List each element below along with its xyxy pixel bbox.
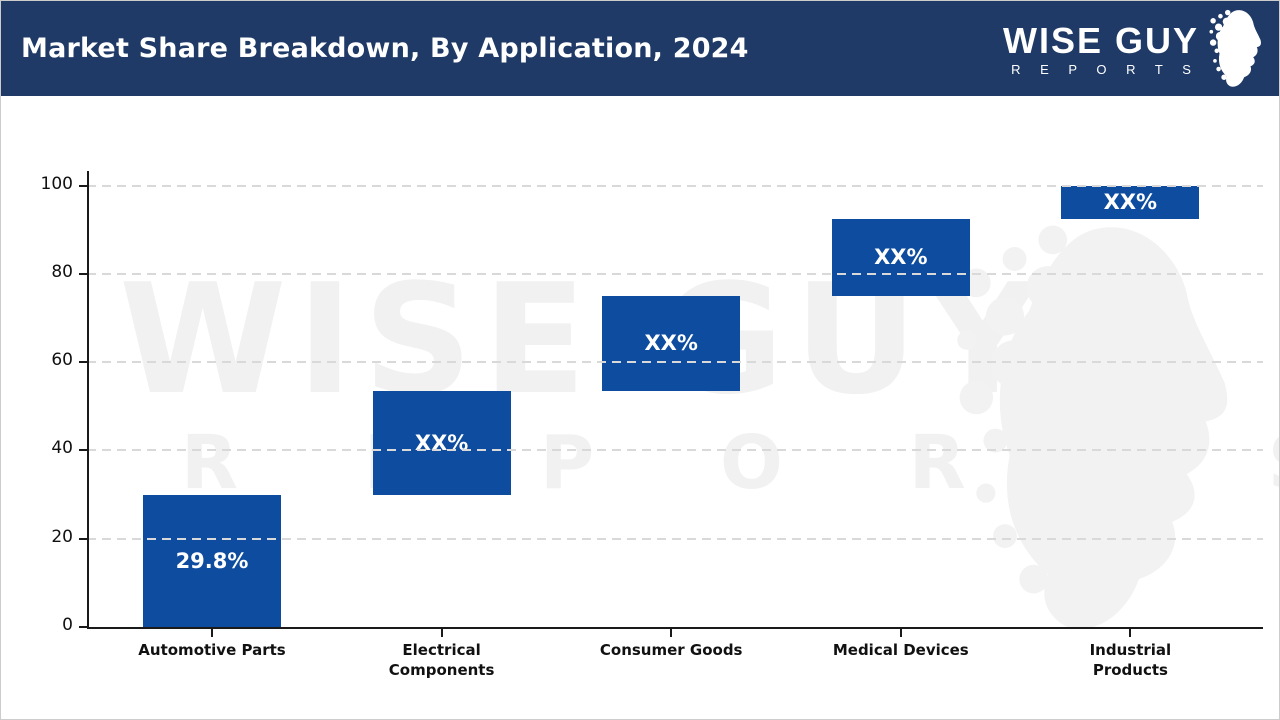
x-tick-mark bbox=[1129, 629, 1132, 637]
logo-head-icon bbox=[1205, 8, 1265, 90]
watermark-reports-text: R E P O R T S bbox=[181, 420, 1280, 506]
y-tick-mark bbox=[79, 626, 87, 628]
bar-value-label: XX% bbox=[644, 331, 698, 356]
x-tick-mark bbox=[899, 629, 902, 637]
bar-value-label: 29.8% bbox=[175, 549, 249, 574]
y-tick-mark bbox=[79, 537, 87, 540]
x-category-label: Electrical Components bbox=[388, 641, 495, 680]
bar-value-label: XX% bbox=[874, 245, 928, 270]
bar-automotive-parts: 29.8% bbox=[143, 495, 281, 627]
x-tick-mark bbox=[670, 629, 673, 637]
bar-value-label: XX% bbox=[414, 431, 469, 456]
header: Market Share Breakdown, By Application, … bbox=[1, 1, 1279, 96]
y-tick-mark bbox=[79, 184, 87, 187]
chart-title: Market Share Breakdown, By Application, … bbox=[21, 33, 749, 64]
logo-brand-text: WISE GUY bbox=[1002, 19, 1199, 61]
x-axis-line bbox=[87, 627, 1263, 629]
gridline-80 bbox=[87, 272, 1263, 275]
y-tick-label: 20 bbox=[51, 526, 73, 547]
logo-reports-text: R E P O R T S bbox=[1011, 62, 1199, 78]
logo-text: WISE GUY R E P O R T S bbox=[1003, 21, 1199, 78]
x-tick-mark bbox=[211, 629, 213, 637]
bar-electrical-components: XX% bbox=[372, 390, 511, 496]
gridline-100 bbox=[87, 184, 1263, 187]
x-tick-mark bbox=[440, 629, 443, 637]
bar-industrial-products: XX% bbox=[1061, 185, 1200, 220]
y-tick-mark bbox=[79, 361, 87, 364]
x-category-label: Consumer Goods bbox=[599, 641, 743, 659]
y-tick-mark bbox=[79, 449, 87, 452]
watermark-head-icon bbox=[936, 216, 1246, 646]
y-tick-label: 0 bbox=[62, 615, 73, 635]
x-category-label: Medical Devices bbox=[832, 641, 969, 659]
x-category-label: Automotive Parts bbox=[138, 641, 286, 659]
bar-consumer-goods: XX% bbox=[602, 295, 741, 391]
y-tick-label: 80 bbox=[51, 261, 73, 282]
x-category-label: Industrial Products bbox=[1089, 641, 1172, 680]
y-tick-label: 100 bbox=[40, 173, 73, 194]
gridline-20 bbox=[87, 537, 1263, 540]
wiseguy-logo: WISE GUY R E P O R T S bbox=[1003, 8, 1265, 90]
bar-value-label: XX% bbox=[1103, 190, 1158, 215]
y-tick-mark bbox=[79, 272, 87, 275]
y-tick-label: 40 bbox=[51, 438, 73, 459]
y-axis-line bbox=[87, 171, 89, 629]
gridline-60 bbox=[87, 361, 1263, 364]
bar-medical-devices: XX% bbox=[831, 219, 970, 296]
y-tick-label: 60 bbox=[51, 350, 73, 371]
gridline-40 bbox=[87, 449, 1263, 452]
